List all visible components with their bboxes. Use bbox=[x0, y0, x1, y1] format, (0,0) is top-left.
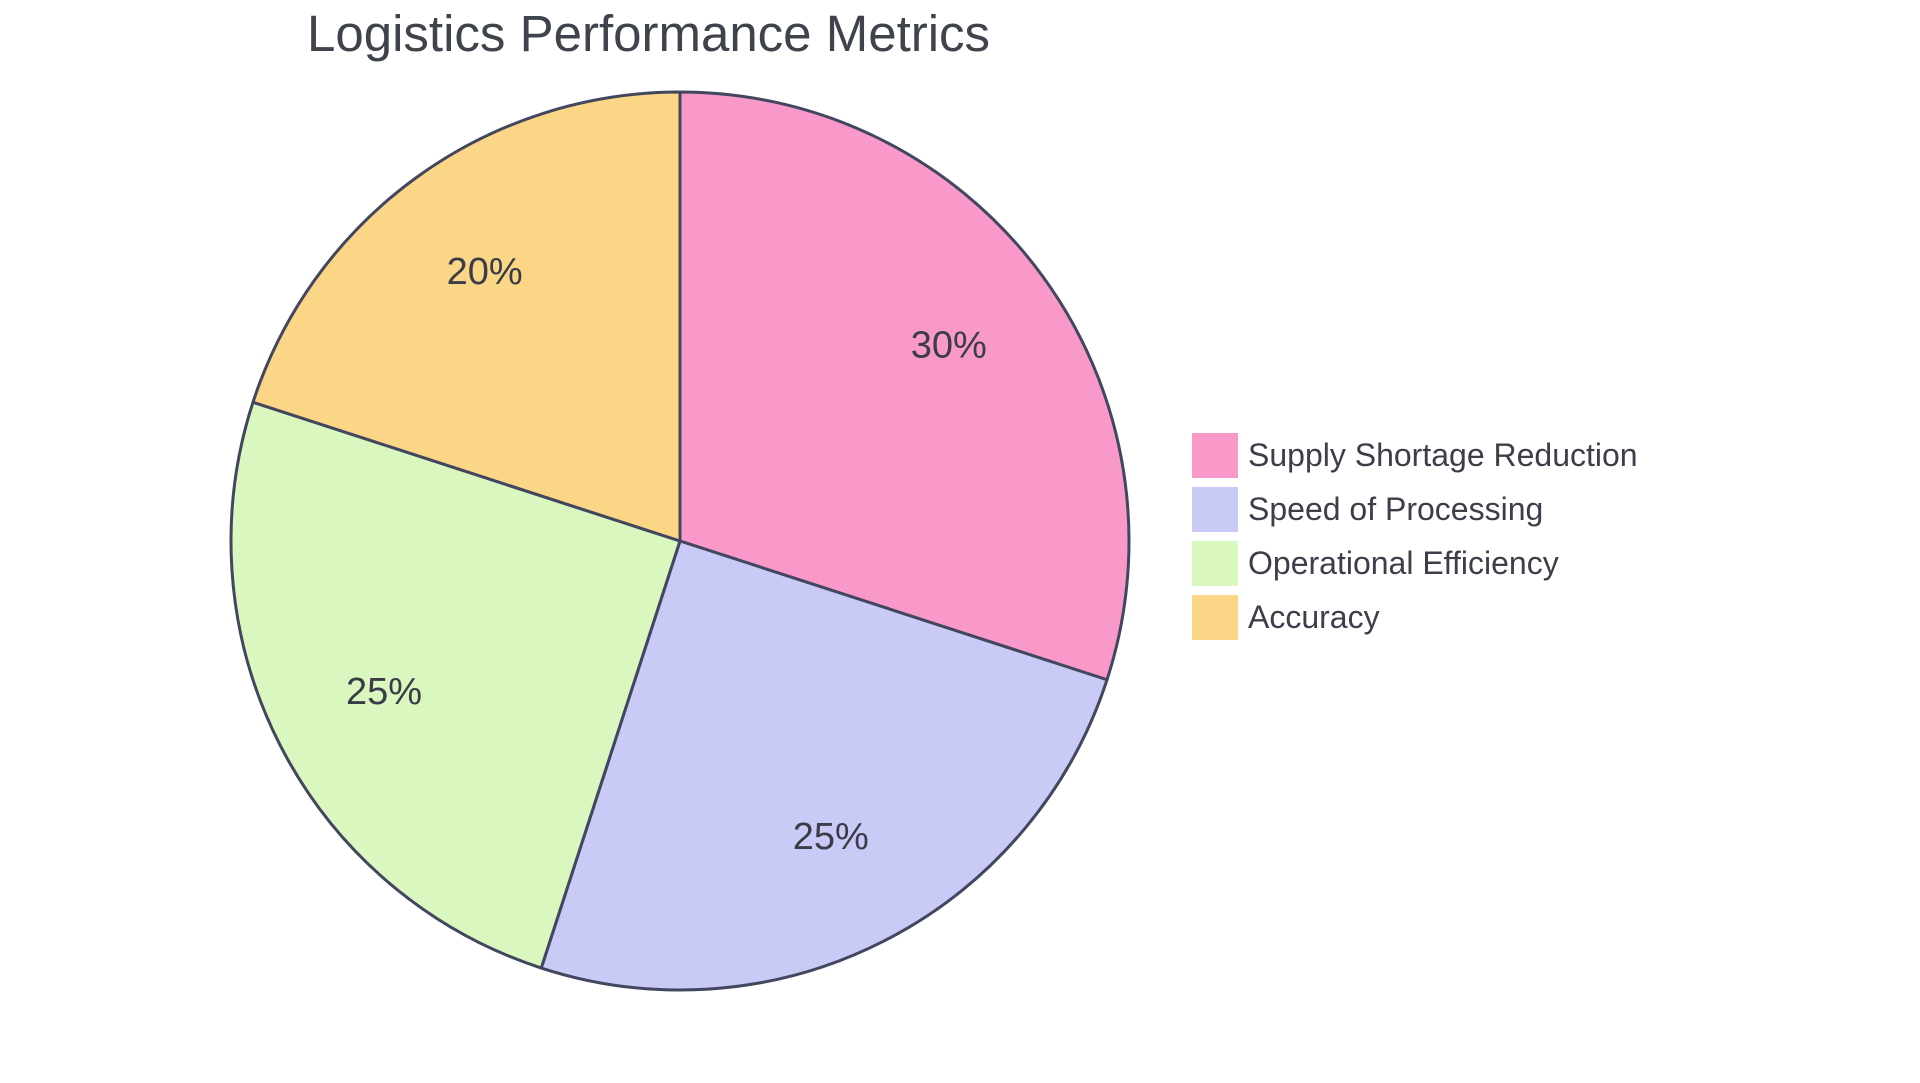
legend-item-speed-of-processing: Speed of Processing bbox=[1192, 487, 1638, 532]
legend-label-operational-efficiency: Operational Efficiency bbox=[1248, 545, 1559, 581]
pie-slice bbox=[539, 539, 1109, 992]
legend-item-accuracy: Accuracy bbox=[1192, 595, 1638, 640]
pie-slice bbox=[251, 90, 682, 543]
legend: Supply Shortage Reduction Speed of Proce… bbox=[1192, 433, 1638, 640]
legend-label-speed-of-processing: Speed of Processing bbox=[1248, 491, 1544, 527]
legend-swatch-operational-efficiency bbox=[1192, 541, 1238, 586]
slice-percent-label: 30% bbox=[911, 325, 987, 367]
legend-label-accuracy: Accuracy bbox=[1248, 599, 1380, 635]
legend-swatch-supply-shortage-reduction bbox=[1192, 433, 1238, 478]
legend-item-operational-efficiency: Operational Efficiency bbox=[1192, 541, 1638, 586]
legend-label-supply-shortage-reduction: Supply Shortage Reduction bbox=[1248, 437, 1638, 473]
slice-percent-label: 20% bbox=[447, 251, 523, 293]
slice-percent-label: 25% bbox=[346, 671, 422, 713]
legend-swatch-accuracy bbox=[1192, 595, 1238, 640]
pie-slice bbox=[678, 90, 1131, 682]
legend-item-supply-shortage-reduction: Supply Shortage Reduction bbox=[1192, 433, 1638, 478]
legend-swatch-speed-of-processing bbox=[1192, 487, 1238, 532]
pie-slice bbox=[229, 400, 682, 970]
slice-percent-label: 25% bbox=[793, 816, 869, 858]
chart-title: Logistics Performance Metrics bbox=[307, 5, 991, 62]
